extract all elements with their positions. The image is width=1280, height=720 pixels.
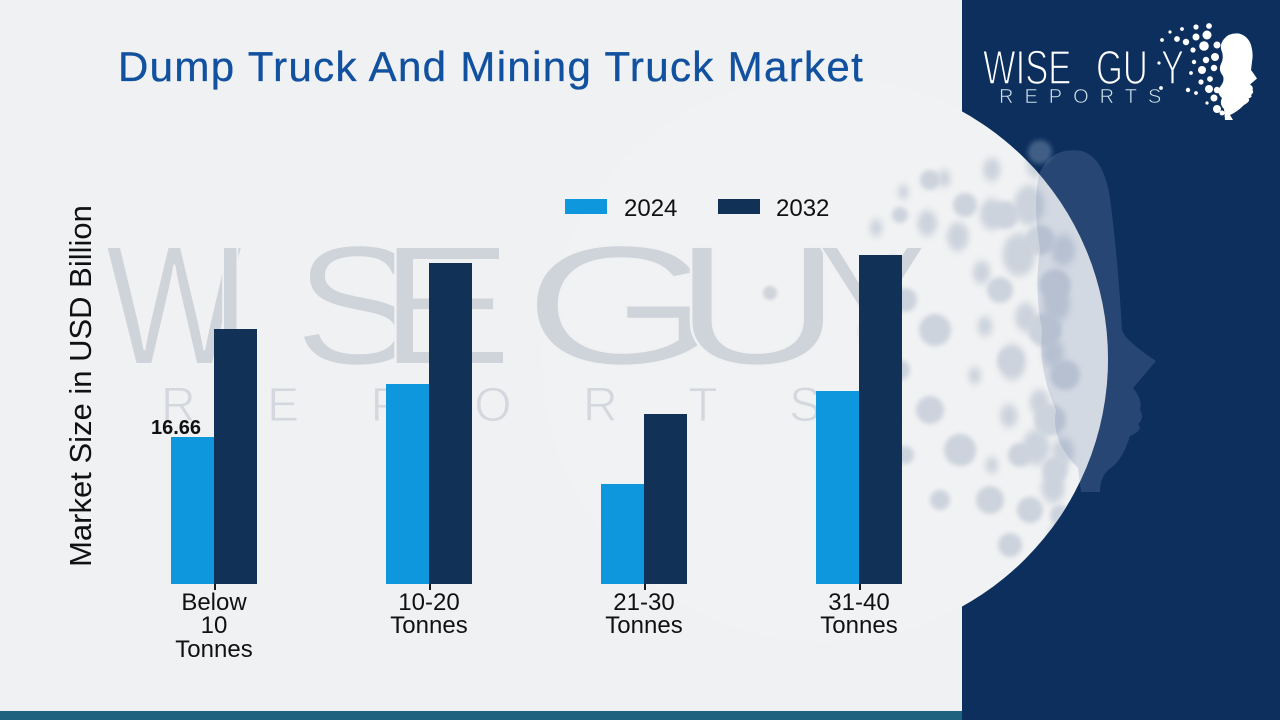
svg-text:U: U xyxy=(673,211,842,400)
svg-text:G: G xyxy=(523,211,717,400)
svg-text:REPORTS: REPORTS xyxy=(161,379,893,432)
svg-text:Y: Y xyxy=(1161,40,1184,94)
svg-text:WISE: WISE xyxy=(983,40,1071,94)
svg-text:S: S xyxy=(294,211,421,400)
svg-text:GU: GU xyxy=(1096,40,1148,94)
svg-text:REPORTS: REPORTS xyxy=(999,86,1172,108)
